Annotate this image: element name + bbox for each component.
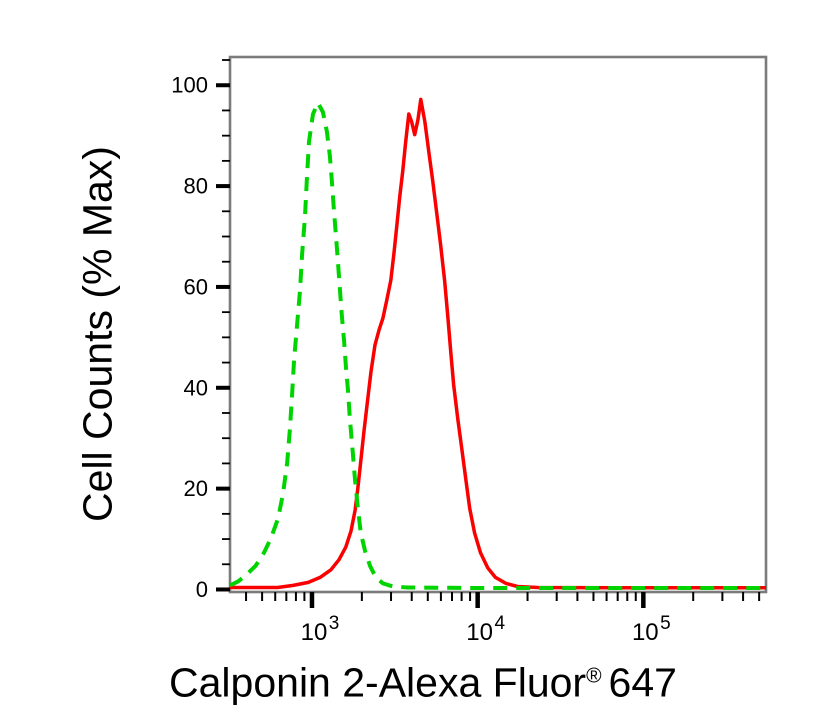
plot-frame bbox=[228, 55, 768, 594]
y-tick-label: 0 bbox=[196, 577, 208, 602]
y-tick-label: 60 bbox=[184, 274, 208, 299]
y-tick-label: 20 bbox=[184, 476, 208, 501]
registered-trademark-symbol: ® bbox=[586, 664, 602, 688]
axis-ticks bbox=[216, 59, 761, 608]
tick-labels: 0 20 40 60 80 100 103 104 105 bbox=[171, 73, 670, 646]
x-axis-title: Calponin 2-Alexa Fluor® 647 bbox=[169, 659, 677, 706]
y-tick-label: 100 bbox=[171, 73, 208, 98]
series-red-solid-curve bbox=[230, 97, 766, 590]
y-tick-label: 80 bbox=[184, 174, 208, 199]
x-tick-label: 105 bbox=[632, 613, 671, 646]
y-axis-title: Cell Counts (% Max) bbox=[74, 146, 121, 522]
y-tick-label: 40 bbox=[184, 375, 208, 400]
series-green-dashed-curve bbox=[229, 100, 766, 590]
x-axis-title-suffix: 647 bbox=[608, 659, 677, 706]
x-axis-title-text: Calponin 2-Alexa Fluor bbox=[169, 659, 587, 706]
x-tick-label: 103 bbox=[301, 613, 340, 646]
x-tick-label: 104 bbox=[466, 613, 505, 646]
series-curves bbox=[229, 97, 766, 590]
